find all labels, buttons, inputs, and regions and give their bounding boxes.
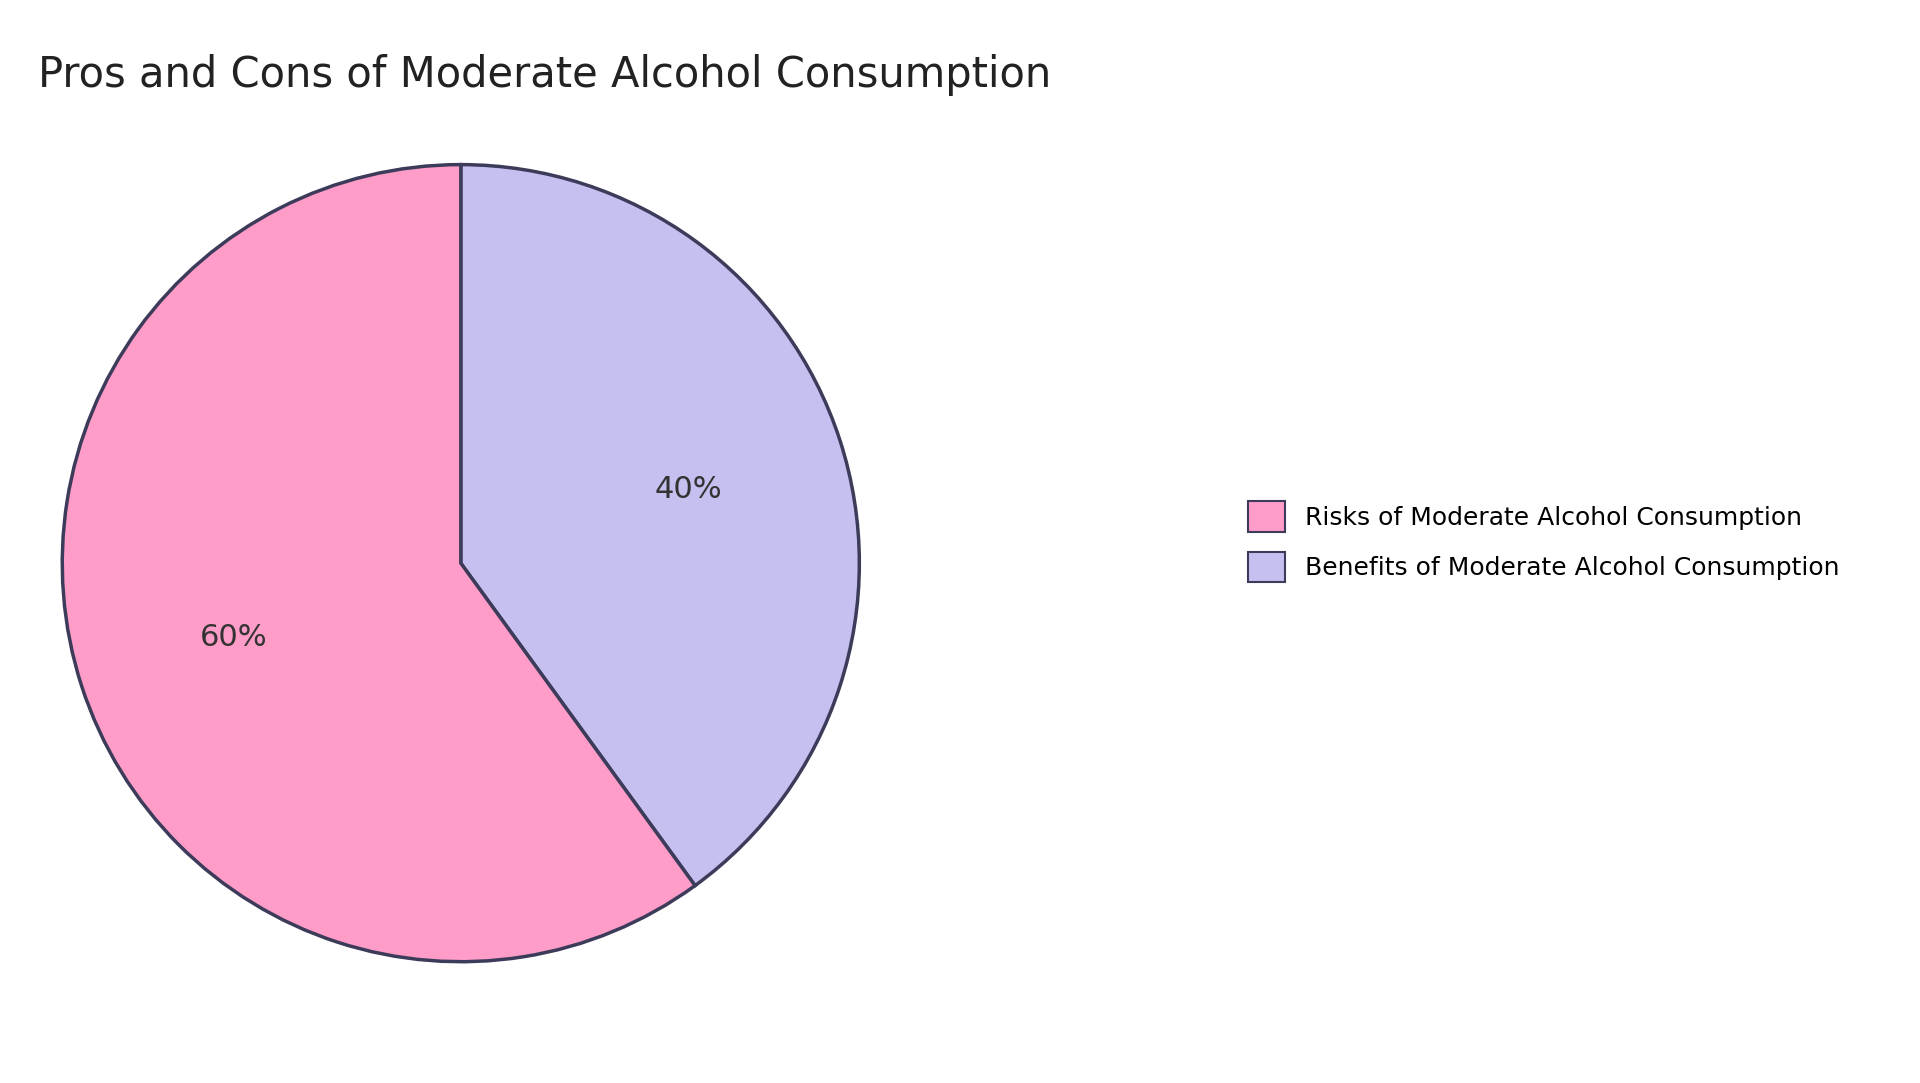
Text: 40%: 40% [655,474,722,504]
Wedge shape [61,165,695,962]
Wedge shape [461,165,860,886]
Text: Pros and Cons of Moderate Alcohol Consumption: Pros and Cons of Moderate Alcohol Consum… [38,54,1052,96]
Legend: Risks of Moderate Alcohol Consumption, Benefits of Moderate Alcohol Consumption: Risks of Moderate Alcohol Consumption, B… [1238,491,1849,592]
Text: 60%: 60% [200,623,267,652]
